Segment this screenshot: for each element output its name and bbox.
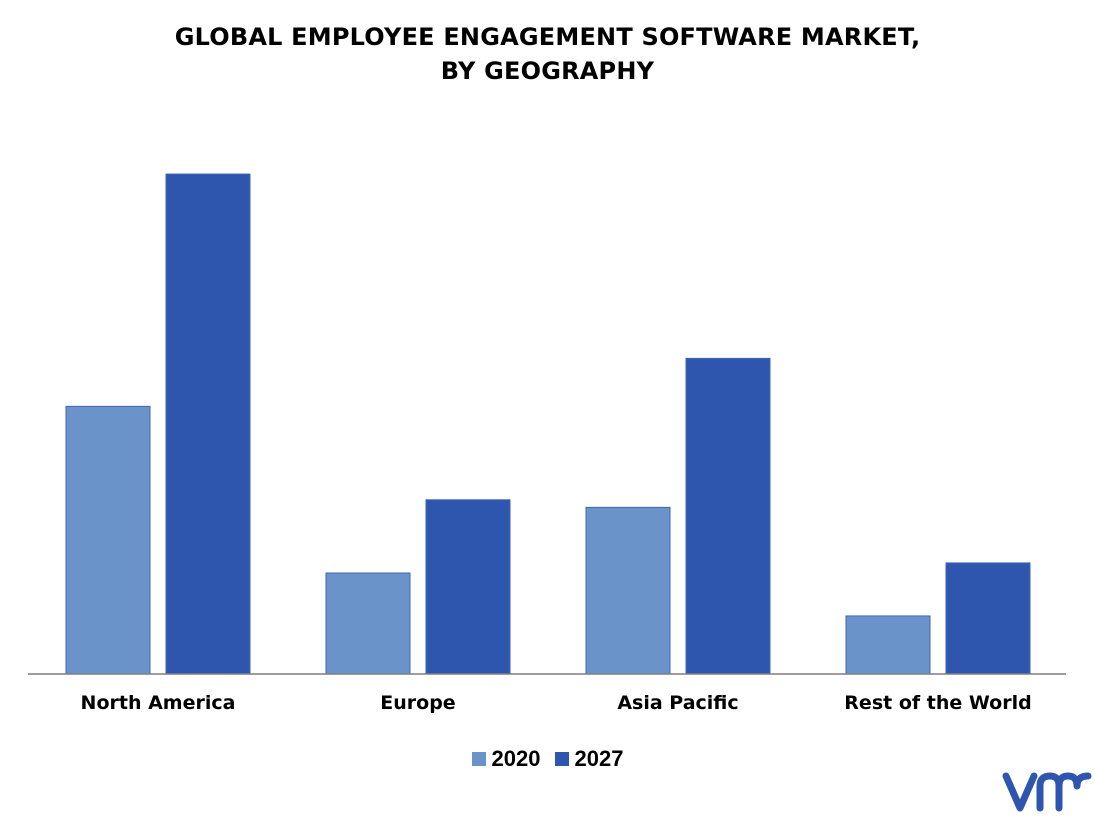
x-tick-label-north-america: North America xyxy=(81,692,236,714)
bar-2020-asia-pacific xyxy=(585,506,671,675)
bar-2020-north-america xyxy=(65,405,151,675)
x-tick-labels: North America Europe Asia Pacific Rest of t… xyxy=(81,692,1032,714)
legend: 2020 2027 xyxy=(0,746,1095,772)
bar-2027-north-america xyxy=(165,173,251,675)
legend-label-2027: 2027 xyxy=(574,746,624,771)
bar-2020-europe xyxy=(325,572,411,675)
legend-swatch-2020 xyxy=(471,752,486,766)
x-tick-label-europe: Europe xyxy=(380,692,455,714)
x-tick-label-asia-pacific: Asia Pacific xyxy=(617,692,738,714)
x-tick-label-rest-of-the-world: Rest of the World xyxy=(844,692,1031,714)
vmr-logo xyxy=(1002,772,1092,812)
legend-item-2027: 2027 xyxy=(554,746,624,772)
legend-swatch-2027 xyxy=(554,752,569,766)
chart-title-line-1: GLOBAL EMPLOYEE ENGAGEMENT SOFTWARE MARK… xyxy=(174,23,921,51)
bar-2027-asia-pacific xyxy=(685,357,771,675)
bars-group xyxy=(65,173,1031,675)
legend-item-2020: 2020 xyxy=(471,746,541,772)
bar-2027-europe xyxy=(425,499,511,675)
chart-title-line-2: BY GEOGRAPHY xyxy=(440,57,655,85)
bar-2027-rest-of-the-world xyxy=(945,562,1031,675)
legend-label-2020: 2020 xyxy=(491,746,541,771)
bar-2020-rest-of-the-world xyxy=(845,615,931,675)
chart-title: GLOBAL EMPLOYEE ENGAGEMENT SOFTWARE MARK… xyxy=(0,20,1095,88)
